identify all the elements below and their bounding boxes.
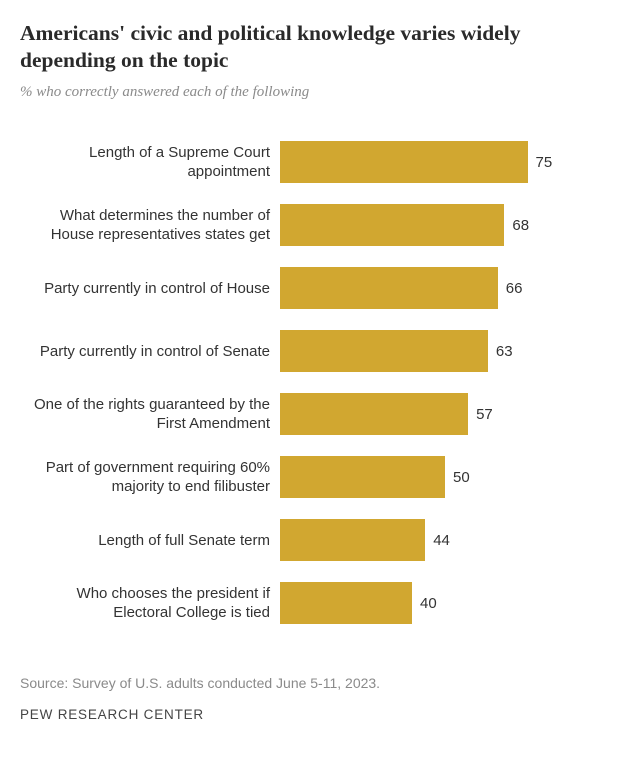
bar-value: 57 (468, 406, 493, 423)
bar-row: Who chooses the president if Electoral C… (20, 572, 620, 635)
bar-area: 66 (280, 267, 620, 309)
bar-label: One of the rights guaranteed by the Firs… (20, 395, 280, 434)
bar-area: 75 (280, 141, 620, 183)
bar (280, 393, 468, 435)
brand-label: PEW RESEARCH CENTER (20, 707, 620, 722)
chart-subtitle: % who correctly answered each of the fol… (20, 84, 620, 101)
bar-label: Who chooses the president if Electoral C… (20, 584, 280, 623)
bar-row: Part of government requiring 60% majorit… (20, 446, 620, 509)
bar (280, 582, 412, 624)
bar (280, 456, 445, 498)
bar-value: 63 (488, 343, 513, 360)
bar-chart: Length of a Supreme Court appointment 75 W… (20, 131, 620, 635)
bar-value: 68 (504, 217, 529, 234)
chart-container: Americans' civic and political knowledge… (0, 0, 640, 736)
bar-area: 57 (280, 393, 620, 435)
bar-row: One of the rights guaranteed by the Firs… (20, 383, 620, 446)
bar-value: 75 (528, 154, 553, 171)
bar (280, 267, 498, 309)
source-note: Source: Survey of U.S. adults conducted … (20, 675, 620, 691)
bar-row: Party currently in control of Senate 63 (20, 320, 620, 383)
bar-value: 50 (445, 469, 470, 486)
bar-area: 68 (280, 204, 620, 246)
bar-area: 50 (280, 456, 620, 498)
bar-row: Length of full Senate term 44 (20, 509, 620, 572)
bar-row: Party currently in control of House 66 (20, 257, 620, 320)
chart-title: Americans' civic and political knowledge… (20, 20, 620, 74)
bar-row: What determines the number of House repr… (20, 194, 620, 257)
bar-label: Party currently in control of House (20, 279, 280, 299)
bar-label: What determines the number of House repr… (20, 206, 280, 245)
bar (280, 204, 504, 246)
bar-area: 44 (280, 519, 620, 561)
bar-label: Part of government requiring 60% majorit… (20, 458, 280, 497)
bar-area: 63 (280, 330, 620, 372)
bar-label: Length of full Senate term (20, 531, 280, 551)
bar-row: Length of a Supreme Court appointment 75 (20, 131, 620, 194)
bar-label: Length of a Supreme Court appointment (20, 143, 280, 182)
bar-label: Party currently in control of Senate (20, 342, 280, 362)
bar-value: 44 (425, 532, 450, 549)
bar-value: 66 (498, 280, 523, 297)
bar-area: 40 (280, 582, 620, 624)
bar (280, 141, 528, 183)
bar (280, 519, 425, 561)
bar-value: 40 (412, 595, 437, 612)
bar (280, 330, 488, 372)
